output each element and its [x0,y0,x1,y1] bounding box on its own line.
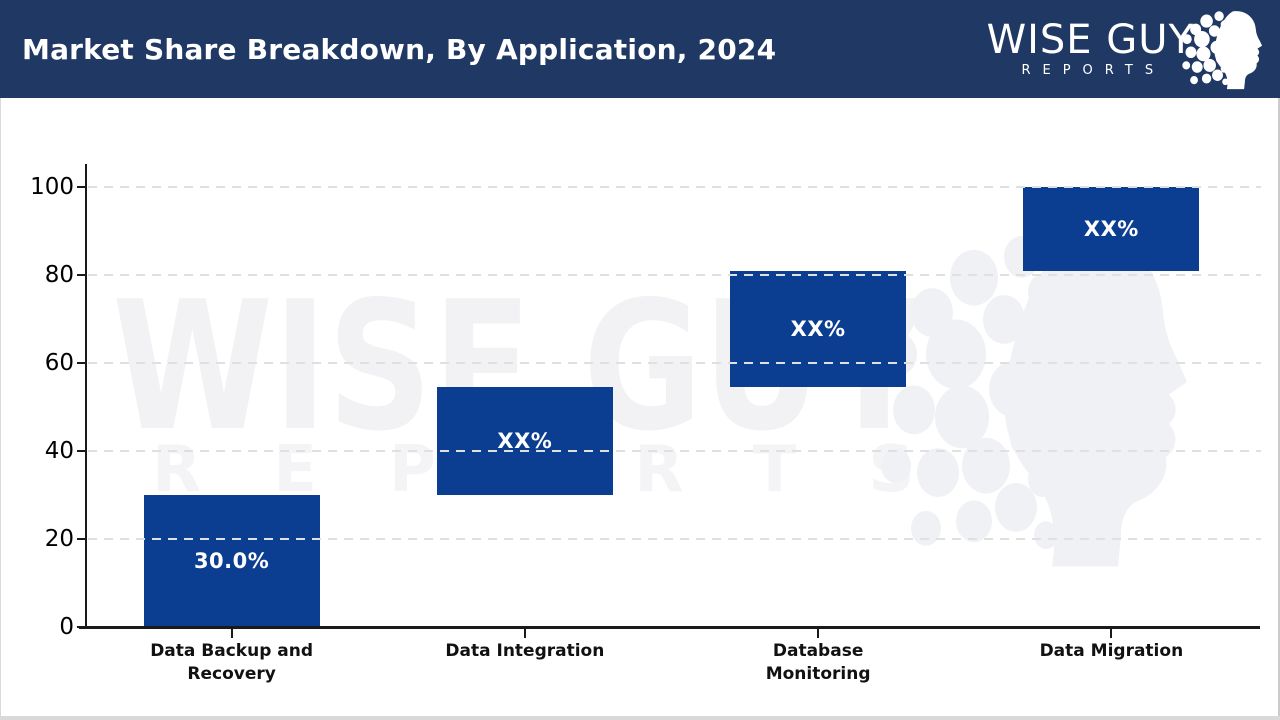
y-tick-mark [77,186,86,188]
y-tick-label: 100 [30,174,74,200]
logo-head-icon [1182,11,1263,90]
x-tick-mark [817,629,820,638]
logo-text: WISE GUY REPORTS [987,20,1194,78]
y-tick-label: 80 [44,262,74,288]
bar-value-label: XX% [790,316,846,341]
footer-strip [0,716,1280,720]
gridline [88,186,1261,188]
bar-value-label: XX% [1083,216,1139,241]
page-title: Market Share Breakdown, By Application, … [22,32,777,66]
x-tick-mark [1110,629,1113,638]
y-tick-label: 60 [44,350,74,376]
bar-segment: XX% [436,387,613,495]
bar-value-label: XX% [497,429,553,454]
left-edge-border [0,98,1,720]
bar-segment: 30.0% [143,495,320,627]
x-tick-mark [523,629,526,638]
x-tick-mark [230,629,233,638]
gridline [88,538,1261,540]
y-tick-mark [77,450,86,452]
x-category-label: Data Migration [1039,641,1184,661]
y-tick-label: 0 [59,614,74,640]
y-tick-mark [77,538,86,540]
bar-segment: XX% [1023,187,1200,271]
x-category-label: Data Backup and Recovery [150,641,314,684]
header: Market Share Breakdown, By Application, … [0,0,1280,98]
right-edge-border [1278,98,1280,720]
gridline [88,362,1261,364]
y-tick-label: 40 [44,438,74,464]
y-tick-mark [77,274,86,276]
y-tick-label: 20 [44,526,74,552]
y-tick-mark [77,362,86,364]
gridline [88,274,1261,276]
wiseguy-logo: WISE GUY REPORTS [987,8,1266,90]
logo-wordmark: WISE GUY [986,17,1194,63]
gridline [88,450,1261,452]
x-axis [79,626,1260,629]
logo-subtext: REPORTS [1021,63,1166,78]
y-axis [85,164,87,629]
x-category-label: Database Monitoring [765,641,871,684]
x-category-label: Data Integration [445,641,605,661]
bar-segment: XX% [730,270,907,388]
bar-value-label: 30.0% [193,549,270,573]
